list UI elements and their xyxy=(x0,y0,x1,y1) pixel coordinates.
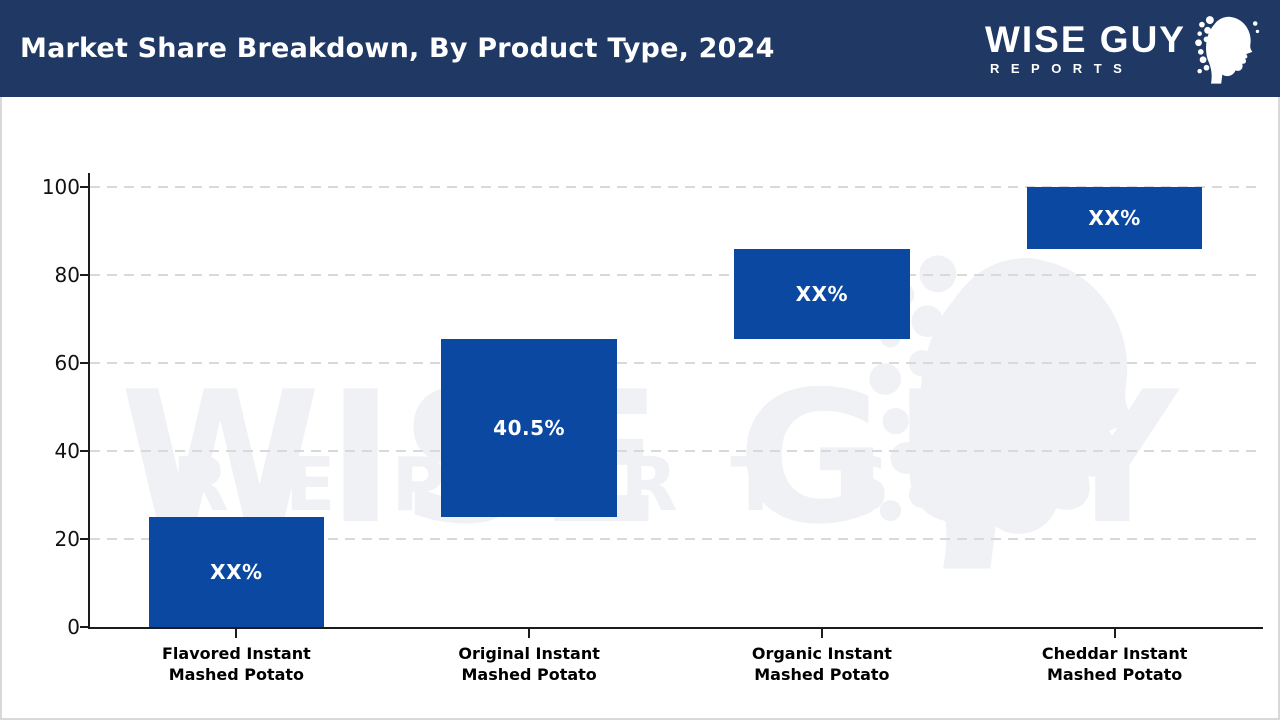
y-tick-label: 40 xyxy=(54,439,80,463)
x-tick-mark xyxy=(528,629,531,638)
bar: XX% xyxy=(1026,187,1203,249)
y-tick-label: 0 xyxy=(67,615,80,639)
logo-wordmark: WISE GUY xyxy=(984,19,1186,60)
gridline-80 xyxy=(90,274,1261,276)
x-tick-mark xyxy=(235,629,238,638)
chart-area: WISE GUY REPORTS XX%40.5%XX%XX% 02040608… xyxy=(0,97,1280,720)
y-tick-mark xyxy=(80,626,88,628)
plot-region: XX% 40.5% XX% XX% xyxy=(90,186,1261,627)
bar: XX% xyxy=(148,517,325,627)
y-tick-mark xyxy=(80,538,88,540)
x-tick-mark xyxy=(1113,629,1116,638)
y-tick-label: 60 xyxy=(54,351,80,375)
chart-title: Market Share Breakdown, By Product Type,… xyxy=(20,33,775,64)
logo-head-icon xyxy=(1195,15,1260,84)
y-tick-mark xyxy=(80,274,88,276)
bar-value-label: XX% xyxy=(795,281,849,306)
logo-subtitle: REPORTS xyxy=(989,61,1134,76)
x-category-label: Cheddar Instant Mashed Potato xyxy=(1041,644,1188,684)
y-tick-mark xyxy=(80,450,88,452)
gridline-60 xyxy=(90,362,1261,364)
x-category-label: Flavored Instant Mashed Potato xyxy=(162,644,311,684)
gridline-40 xyxy=(90,450,1261,452)
y-tick-mark xyxy=(80,186,88,188)
gridline-20 xyxy=(90,538,1261,540)
bar: 40.5% xyxy=(441,338,617,517)
y-tick-label: 20 xyxy=(54,527,80,551)
bar-value-label: XX% xyxy=(210,560,263,584)
y-axis-line xyxy=(88,173,90,629)
header-bar: Market Share Breakdown, By Product Type,… xyxy=(0,0,1280,97)
gridline-100 xyxy=(90,186,1261,188)
bar-value-label: XX% xyxy=(1088,205,1141,230)
watermark-head-icon xyxy=(869,255,1136,569)
wiseguy-logo: WISE GUY REPORTS xyxy=(985,12,1262,86)
y-tick-label: 100 xyxy=(41,175,80,199)
y-tick-mark xyxy=(80,362,88,364)
y-tick-label: 80 xyxy=(54,263,80,287)
x-tick-mark xyxy=(820,629,823,638)
bar-value-label: 40.5% xyxy=(493,415,566,440)
logo-text: WISE GUY REPORTS xyxy=(985,21,1186,76)
bar: XX% xyxy=(734,248,910,339)
x-category-label: Original Instant Mashed Potato xyxy=(458,644,600,684)
x-category-label: Organic Instant Mashed Potato xyxy=(751,644,892,684)
x-axis-line xyxy=(88,627,1263,629)
